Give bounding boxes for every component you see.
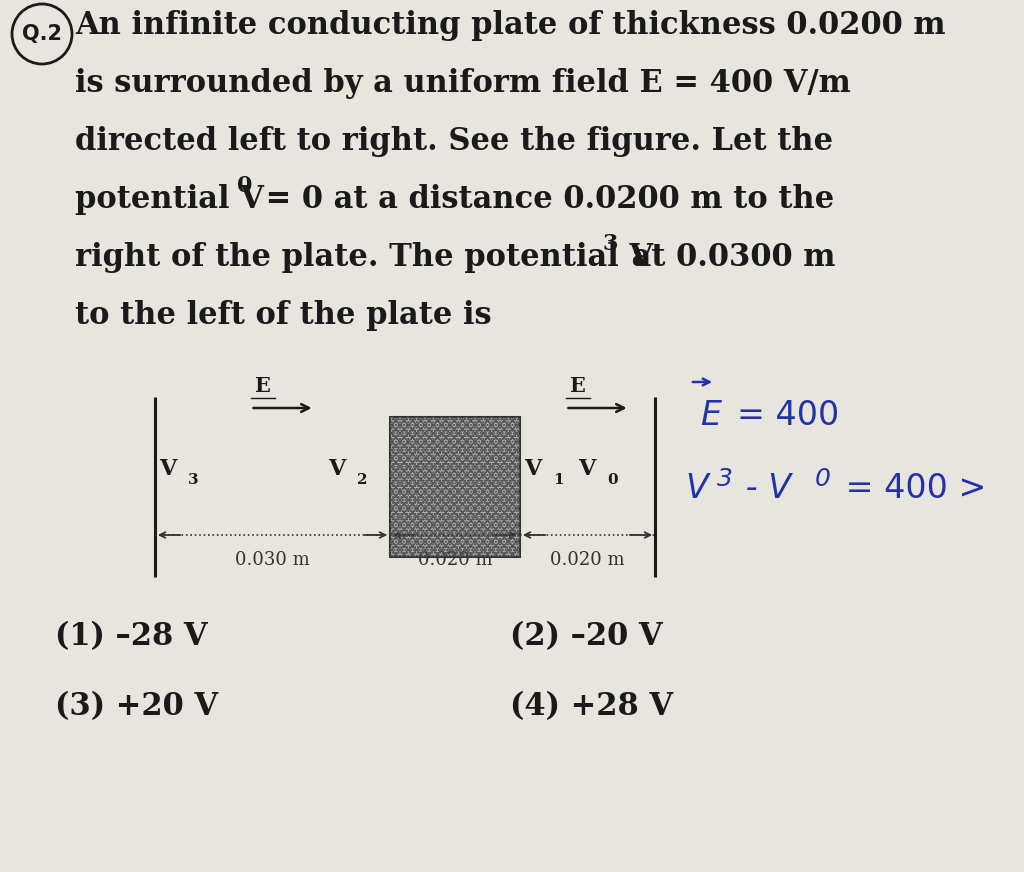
Text: right of the plate. The potential V: right of the plate. The potential V	[75, 242, 653, 273]
Text: V: V	[578, 458, 595, 480]
Bar	[390, 417, 520, 557]
Text: V: V	[159, 458, 176, 480]
Text: 0.020 m: 0.020 m	[550, 551, 625, 569]
Text: (2) –20 V: (2) –20 V	[510, 622, 663, 652]
Text: 0: 0	[607, 473, 617, 487]
Text: (3) +20 V: (3) +20 V	[55, 691, 218, 723]
Text: 3: 3	[603, 233, 618, 255]
Text: Q.2: Q.2	[22, 24, 62, 44]
Text: (4) +28 V: (4) +28 V	[510, 691, 673, 723]
Bar	[390, 417, 520, 557]
Text: V: V	[524, 458, 542, 480]
Text: - V: - V	[735, 472, 792, 505]
Text: 0.020 m: 0.020 m	[418, 551, 493, 569]
Text: is surrounded by a uniform field E = 400 V/m: is surrounded by a uniform field E = 400…	[75, 68, 851, 99]
Text: 3: 3	[188, 473, 199, 487]
Text: 2: 2	[357, 473, 368, 487]
Text: directed left to right. See the figure. Let the: directed left to right. See the figure. …	[75, 126, 834, 157]
Text: = 400: = 400	[737, 399, 840, 432]
Text: potential V: potential V	[75, 184, 264, 215]
Text: E: E	[700, 399, 721, 432]
Text: at 0.0300 m: at 0.0300 m	[621, 242, 836, 273]
Text: 3: 3	[717, 467, 733, 491]
Text: (1) –28 V: (1) –28 V	[55, 622, 208, 652]
Text: V: V	[685, 472, 708, 505]
Text: = 0 at a distance 0.0200 m to the: = 0 at a distance 0.0200 m to the	[255, 184, 835, 215]
Text: 0.030 m: 0.030 m	[236, 551, 310, 569]
Text: V: V	[328, 458, 345, 480]
Text: to the left of the plate is: to the left of the plate is	[75, 300, 492, 331]
Text: An infinite conducting plate of thickness 0.0200 m: An infinite conducting plate of thicknes…	[75, 10, 945, 41]
Text: 0: 0	[237, 175, 252, 197]
Text: 1: 1	[553, 473, 563, 487]
Text: = 400 >: = 400 >	[835, 472, 986, 505]
Text: 0: 0	[815, 467, 830, 491]
Text: E: E	[569, 376, 586, 396]
Text: E: E	[255, 376, 270, 396]
